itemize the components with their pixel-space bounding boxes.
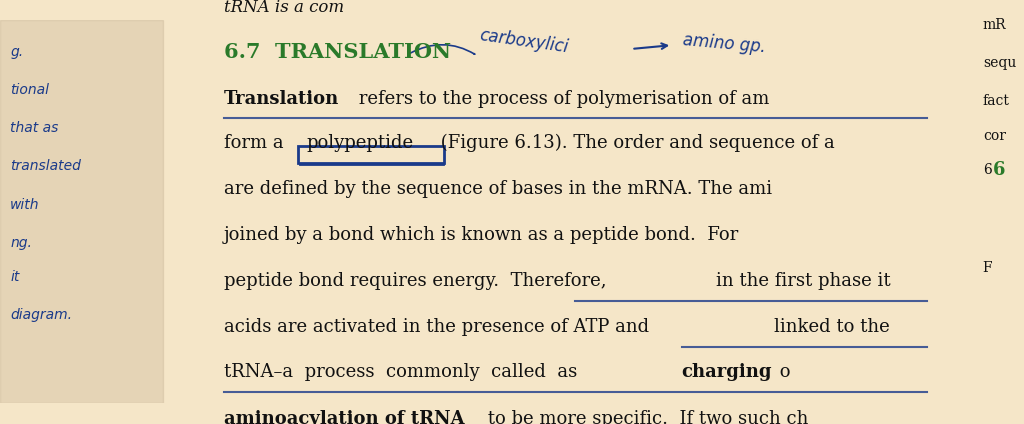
Text: carboxylici: carboxylici	[478, 26, 570, 56]
Text: ng.: ng.	[10, 236, 32, 250]
Text: fact: fact	[983, 94, 1010, 108]
Text: mR: mR	[983, 18, 1007, 32]
Text: charging: charging	[681, 363, 771, 381]
Text: to be more specific.  If two such ch: to be more specific. If two such ch	[481, 410, 808, 424]
Text: o: o	[774, 363, 791, 381]
Text: that as: that as	[10, 121, 58, 135]
Text: translated: translated	[10, 159, 81, 173]
Text: with: with	[10, 198, 40, 212]
Text: 6: 6	[993, 161, 1006, 179]
Text: aminoacylation of tRNA: aminoacylation of tRNA	[224, 410, 465, 424]
Text: acids are activated in the presence of ATP and: acids are activated in the presence of A…	[224, 318, 655, 336]
Text: in the first phase it: in the first phase it	[716, 272, 891, 290]
Text: joined by a bond which is known as a peptide bond.  For: joined by a bond which is known as a pep…	[224, 226, 739, 244]
Text: tRNA is a com: tRNA is a com	[224, 0, 344, 17]
Text: sequ: sequ	[983, 56, 1016, 70]
Text: form a: form a	[224, 134, 290, 152]
Text: g.: g.	[10, 45, 24, 59]
Text: diagram.: diagram.	[10, 308, 72, 322]
Text: it: it	[10, 270, 19, 284]
FancyArrowPatch shape	[410, 45, 475, 54]
Text: linked to the: linked to the	[774, 318, 890, 336]
Text: 6.7  TRANSLATION: 6.7 TRANSLATION	[224, 42, 452, 62]
Text: tRNA–a  process  commonly  called  as: tRNA–a process commonly called as	[224, 363, 589, 381]
Text: F: F	[983, 261, 992, 275]
Text: are defined by the sequence of bases in the mRNA. The ami: are defined by the sequence of bases in …	[224, 180, 772, 198]
Text: (Figure 6.13). The order and sequence of a: (Figure 6.13). The order and sequence of…	[435, 134, 835, 152]
Text: polypeptide: polypeptide	[306, 134, 413, 152]
Bar	[0, 20, 163, 403]
Text: Translation: Translation	[224, 90, 339, 108]
Text: 6: 6	[983, 163, 991, 177]
Text: cor: cor	[983, 128, 1006, 142]
Text: amino gp.: amino gp.	[682, 31, 767, 56]
Text: tional: tional	[10, 83, 49, 97]
Text: refers to the process of polymerisation of am: refers to the process of polymerisation …	[353, 90, 769, 108]
Text: peptide bond requires energy.  Therefore,: peptide bond requires energy. Therefore,	[224, 272, 612, 290]
Bar	[298, 146, 444, 163]
